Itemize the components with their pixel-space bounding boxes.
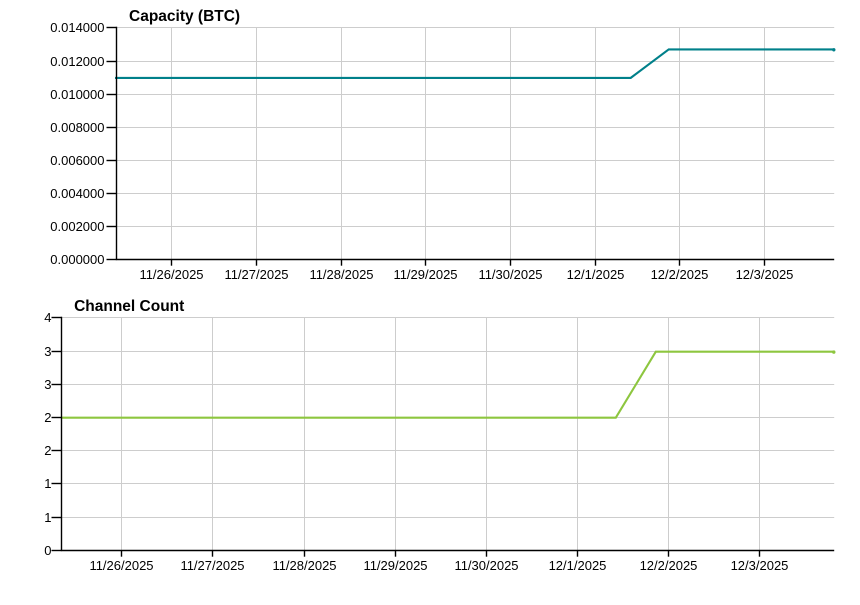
svg-text:3: 3 (44, 377, 51, 392)
svg-text:0.014000: 0.014000 (50, 20, 104, 35)
svg-text:0.012000: 0.012000 (50, 54, 104, 69)
svg-text:4: 4 (44, 310, 51, 325)
svg-text:12/1/2025: 12/1/2025 (549, 558, 607, 573)
svg-text:0.000000: 0.000000 (50, 252, 104, 267)
svg-text:11/28/2025: 11/28/2025 (272, 558, 336, 573)
svg-text:11/26/2025: 11/26/2025 (139, 267, 203, 282)
svg-text:12/2/2025: 12/2/2025 (651, 267, 709, 282)
svg-text:12/3/2025: 12/3/2025 (731, 558, 789, 573)
svg-text:11/26/2025: 11/26/2025 (89, 558, 153, 573)
svg-text:11/29/2025: 11/29/2025 (363, 558, 427, 573)
svg-text:11/30/2025: 11/30/2025 (478, 267, 542, 282)
svg-text:2: 2 (44, 443, 51, 458)
svg-text:3: 3 (44, 344, 51, 359)
svg-text:Capacity (BTC): Capacity (BTC) (129, 8, 240, 25)
svg-text:2: 2 (44, 410, 51, 425)
svg-text:0.006000: 0.006000 (50, 153, 104, 168)
svg-text:0.004000: 0.004000 (50, 186, 104, 201)
svg-text:11/28/2025: 11/28/2025 (309, 267, 373, 282)
svg-text:11/27/2025: 11/27/2025 (224, 267, 288, 282)
svg-text:1: 1 (44, 476, 51, 491)
svg-text:0.008000: 0.008000 (50, 120, 104, 135)
svg-text:11/29/2025: 11/29/2025 (393, 267, 457, 282)
svg-text:11/30/2025: 11/30/2025 (454, 558, 518, 573)
svg-text:0.010000: 0.010000 (50, 87, 104, 102)
svg-text:0: 0 (44, 543, 51, 558)
svg-text:12/1/2025: 12/1/2025 (567, 267, 625, 282)
svg-text:12/2/2025: 12/2/2025 (640, 558, 698, 573)
svg-text:0.002000: 0.002000 (50, 219, 104, 234)
svg-text:11/27/2025: 11/27/2025 (180, 558, 244, 573)
svg-text:12/3/2025: 12/3/2025 (736, 267, 794, 282)
svg-text:1: 1 (44, 510, 51, 525)
svg-text:Channel Count: Channel Count (74, 298, 184, 315)
